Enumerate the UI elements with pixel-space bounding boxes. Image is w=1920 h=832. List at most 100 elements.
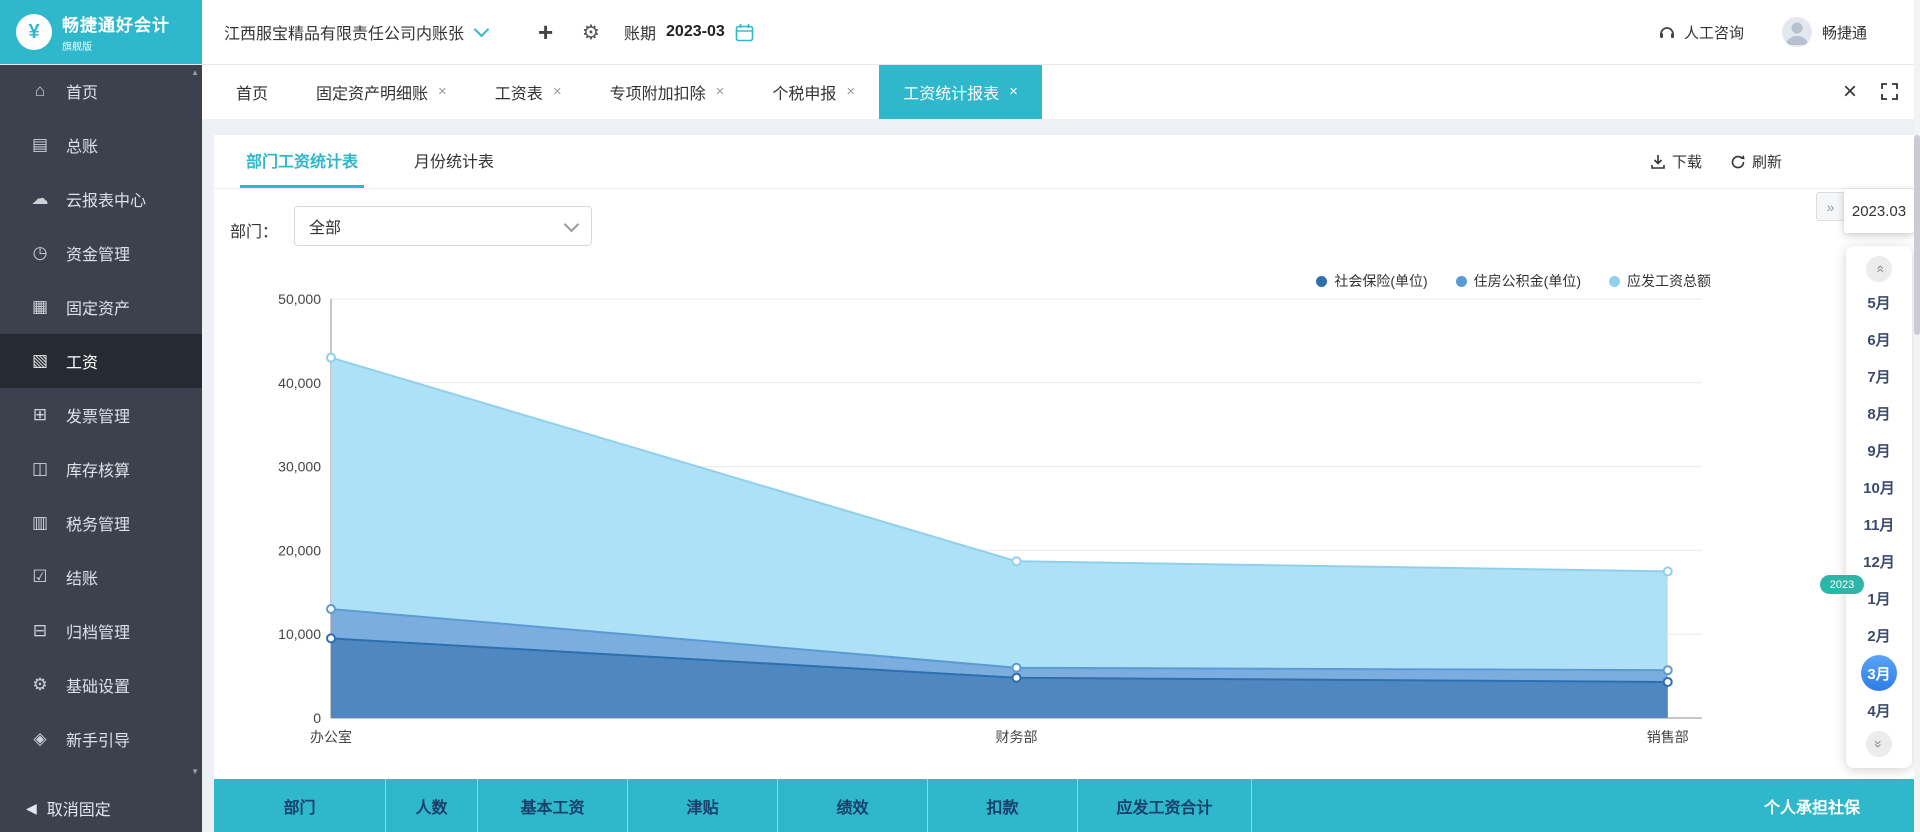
window-tabs: 首页 固定资产明细账 × 工资表 × 专项附加扣除 × 个税申报 × 工资统计报表 × — [202, 64, 1042, 119]
tab-close-icon[interactable]: × — [552, 83, 562, 100]
app-name: 畅捷通好会计 — [62, 16, 170, 35]
add-button[interactable]: + — [538, 16, 554, 47]
window-tab[interactable]: 固定资产明细账 × — [292, 64, 471, 119]
period-label: 账期 — [624, 26, 657, 43]
datepicker-current-period[interactable]: 2023.03 — [1844, 189, 1914, 233]
months-scroll-down-button[interactable]: » — [1866, 731, 1892, 757]
month-item[interactable]: 10月 — [1863, 480, 1895, 497]
table-header-cell[interactable]: 应发工资合计 — [1078, 779, 1252, 832]
table-header-cell[interactable]: 人数 — [386, 779, 478, 832]
table-header-cell[interactable]: 扣款 — [928, 779, 1078, 832]
months-scroll-up-button[interactable]: » — [1866, 256, 1892, 282]
period-value[interactable]: 2023-03 — [666, 23, 725, 40]
sidebar-item-label: 基础设置 — [66, 679, 131, 696]
archive-icon: ⊟ — [32, 621, 48, 640]
sidebar-item[interactable]: ⊟ 归档管理 — [0, 604, 202, 658]
sidebar-item[interactable]: ▥ 税务管理 — [0, 496, 202, 550]
window-tab[interactable]: 工资统计报表 × — [879, 64, 1042, 119]
sidebar-item[interactable]: ◫ 库存核算 — [0, 442, 202, 496]
month-item[interactable]: 9月 — [1867, 443, 1891, 460]
guide-icon: ◈ — [33, 729, 47, 748]
sidebar-item[interactable]: ◈ 新手引导 — [0, 712, 202, 766]
chart-container: 0 10,000 20,000 30,000 40,000 50,000 办公室 财务部 销售部 — [239, 288, 1715, 750]
sidebar-item[interactable]: ◷ 资金管理 — [0, 226, 202, 280]
sidebar-item[interactable]: ▤ 总账 — [0, 118, 202, 172]
settings-icon: ⚙ — [32, 675, 48, 694]
refresh-button[interactable]: 刷新 — [1730, 151, 1782, 172]
window-tab-label: 固定资产明细账 — [316, 85, 429, 103]
table-header-cell[interactable]: 部门 — [214, 779, 386, 832]
month-item[interactable]: 12月 — [1863, 554, 1895, 571]
chart-legend: 社会保险(单位) 住房公积金(单位) 应发工资总额 — [1316, 271, 1711, 291]
svg-text:销售部: 销售部 — [1647, 729, 1689, 745]
funds-icon: ◷ — [32, 243, 48, 262]
user-avatar[interactable] — [1782, 17, 1812, 47]
user-name[interactable]: 畅捷通 — [1822, 24, 1868, 42]
fullscreen-icon[interactable] — [1881, 83, 1898, 100]
sidebar-item[interactable]: ▦ 固定资产 — [0, 280, 202, 334]
close-all-icon[interactable]: × — [1842, 77, 1857, 105]
download-button[interactable]: 下载 — [1650, 151, 1702, 172]
page-scrollbar — [1914, 0, 1920, 832]
summary-table-header: 部门 人数 基本工资 津贴 绩效 扣款 应发工资合计 个人承担社保 — [214, 779, 1914, 832]
report-panel: 部门工资统计表 月份统计表 下载 刷新 部门： — [214, 135, 1914, 832]
legend-item[interactable]: 住房公积金(单位) — [1455, 271, 1581, 291]
table-header-cell[interactable]: 津贴 — [628, 779, 778, 832]
tab-close-icon[interactable]: × — [846, 83, 856, 100]
month-item[interactable]: 8月 — [1867, 406, 1891, 423]
month-item[interactable]: 7月 — [1867, 369, 1891, 386]
legend-label: 社会保险(单位) — [1334, 273, 1428, 289]
window-tab[interactable]: 专项附加扣除 × — [586, 64, 749, 119]
legend-dot-icon — [1316, 275, 1328, 287]
calendar-icon[interactable] — [735, 23, 754, 42]
month-item[interactable]: 2月 — [1867, 628, 1891, 645]
legend-dot-icon — [1455, 275, 1467, 287]
tax-icon: ▥ — [31, 513, 49, 532]
report-tab[interactable]: 月份统计表 — [414, 154, 495, 171]
gear-icon[interactable]: ⚙ — [582, 21, 600, 44]
sidebar-item[interactable]: ☁ 云报表中心 — [0, 172, 202, 226]
month-item[interactable]: 11月 — [1863, 517, 1895, 534]
sidebar-item[interactable]: ▧ 工资 — [0, 334, 202, 388]
sidebar-unpin-button[interactable]: ◀ 取消固定 — [0, 784, 202, 832]
svg-text:40,000: 40,000 — [278, 375, 321, 391]
table-header-cell[interactable]: 个人承担社保 — [1763, 799, 1860, 817]
sidebar-item[interactable]: ☑ 结账 — [0, 550, 202, 604]
legend-item[interactable]: 应发工资总额 — [1609, 271, 1711, 291]
pin-icon: ◀ — [26, 799, 37, 816]
sidebar-scroll-up-icon[interactable]: ▲ — [191, 68, 199, 77]
tab-close-icon[interactable]: × — [715, 83, 725, 100]
sidebar-item[interactable]: ⚙ 基础设置 — [0, 658, 202, 712]
sidebar-item-label: 归档管理 — [66, 625, 131, 642]
window-tab[interactable]: 个税申报 × — [748, 64, 879, 119]
sidebar-scroll-down-icon[interactable]: ▼ — [191, 767, 199, 776]
report-tab[interactable]: 部门工资统计表 — [240, 135, 365, 188]
chevron-down-icon — [473, 21, 490, 38]
sidebar-item[interactable]: ⌂ 首页 — [0, 64, 202, 118]
window-tab[interactable]: 工资表 × — [471, 64, 586, 119]
salary-area-chart: 0 10,000 20,000 30,000 40,000 50,000 办公室 财务部 销售部 — [278, 291, 1702, 745]
company-selector[interactable]: 江西服宝精品有限责任公司内账张 — [224, 0, 490, 64]
tab-close-icon[interactable]: × — [1009, 83, 1018, 100]
report-tab-strip: 部门工资统计表 月份统计表 下载 刷新 — [214, 135, 1914, 189]
sidebar-item[interactable]: ⊞ 发票管理 — [0, 388, 202, 442]
month-item[interactable]: 3月 — [1861, 655, 1897, 691]
legend-item[interactable]: 社会保险(单位) — [1316, 271, 1428, 291]
month-item[interactable]: 4月 — [1867, 703, 1891, 720]
dept-filter-select[interactable]: 全部 — [294, 206, 592, 246]
datepicker-collapse-button[interactable]: » — [1816, 192, 1845, 221]
page-scrollbar-thumb[interactable] — [1914, 135, 1920, 335]
month-item[interactable]: 6月 — [1867, 332, 1891, 349]
dept-filter-label: 部门： — [230, 224, 279, 241]
tab-close-icon[interactable]: × — [438, 83, 447, 100]
table-header-cell[interactable]: 绩效 — [778, 779, 928, 832]
table-header-cell[interactable]: 基本工资 — [478, 779, 628, 832]
svg-text:20,000: 20,000 — [278, 542, 321, 558]
month-item[interactable]: 5月 — [1867, 295, 1891, 312]
company-name: 江西服宝精品有限责任公司内账张 — [224, 26, 465, 43]
window-tab[interactable]: 首页 — [212, 64, 292, 119]
human-consult-button[interactable]: 人工咨询 — [1658, 0, 1744, 64]
year-badge: 2023 — [1820, 575, 1864, 594]
month-item[interactable]: 1月 — [1867, 591, 1891, 608]
